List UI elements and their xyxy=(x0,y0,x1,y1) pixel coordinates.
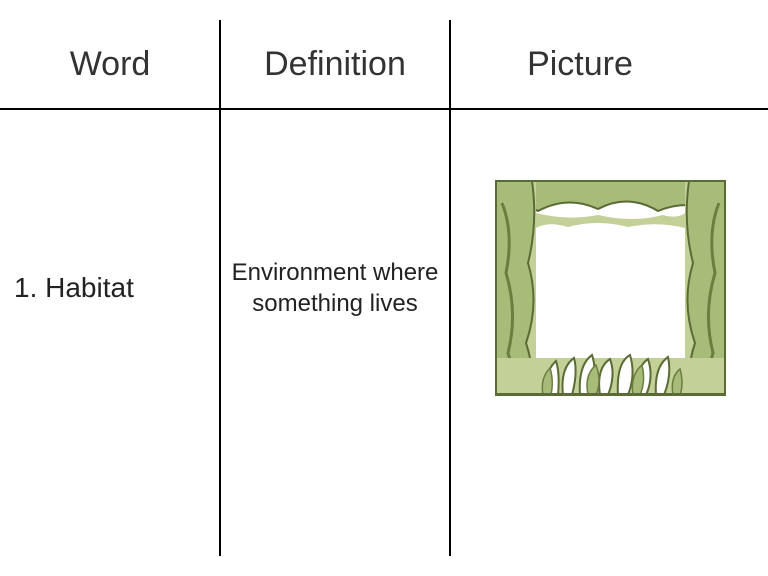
header-definition: Definition xyxy=(220,20,450,108)
header-word: Word xyxy=(0,20,220,108)
forest-habitat-icon xyxy=(488,173,733,403)
row-definition: Environment where something lives xyxy=(220,108,450,468)
row-word: 1. Habitat xyxy=(0,108,220,468)
row-picture xyxy=(470,108,750,468)
vocabulary-table: Word Definition Picture 1. Habitat Envir… xyxy=(0,20,768,556)
header-picture: Picture xyxy=(450,20,710,108)
